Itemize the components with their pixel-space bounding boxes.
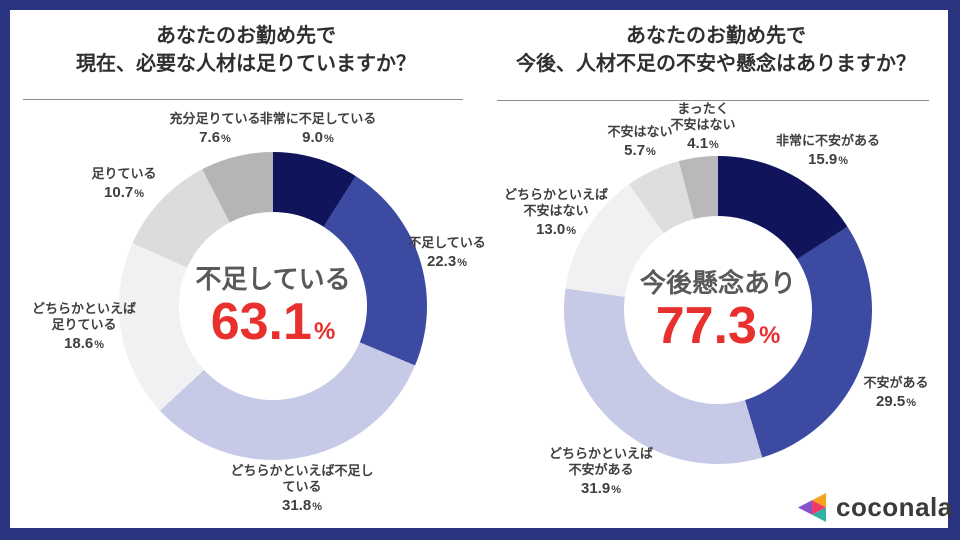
- chart-title-line2: 現在、必要な人材は足りていますか？: [76, 53, 416, 75]
- segment-unit: %: [611, 484, 621, 496]
- segment-value-row: 15.9%: [776, 150, 880, 171]
- segment-name: まったく: [677, 101, 729, 116]
- segment-name-line2: 不安はない: [523, 203, 589, 218]
- segment-unit: %: [94, 339, 104, 351]
- segment-value: 22.3: [427, 253, 457, 270]
- segment-value-row: 18.6%: [32, 334, 136, 355]
- center-unit: %: [313, 318, 336, 345]
- segment-value-row: 22.3%: [408, 252, 486, 273]
- title-divider: [23, 99, 463, 100]
- segment-value: 15.9: [808, 151, 838, 168]
- segment-value-row: 9.0%: [260, 128, 377, 149]
- donut-hole: [624, 216, 812, 404]
- center-label: 不足している: [195, 264, 351, 294]
- chart-title-line2: 今後、人材不足の不安や懸念はありますか？: [516, 53, 916, 75]
- segment-value: 4.1: [687, 135, 709, 152]
- center-label: 今後懸念あり: [639, 268, 796, 298]
- segment-label-somewhat-anxious: どちらかといえば 不安がある 31.9%: [549, 446, 653, 500]
- donut-chart-current: 不足している 63.1%: [119, 152, 427, 460]
- segment-label-very-short: 非常に不足している 9.0%: [260, 111, 377, 149]
- segment-name: 足りている: [91, 166, 157, 181]
- segment-unit: %: [457, 257, 467, 269]
- segment-value-row: 4.1%: [670, 134, 735, 155]
- segment-value-row: 31.9%: [549, 479, 653, 500]
- segment-label-enough: 足りている 10.7%: [91, 166, 156, 204]
- segment-value-row: 29.5%: [863, 392, 928, 413]
- segment-value-row: 10.7%: [91, 183, 156, 204]
- segment-unit: %: [312, 501, 322, 513]
- segment-name: 充分足りている: [169, 111, 261, 126]
- segment-unit: %: [221, 133, 231, 145]
- segment-label-somewhat-not-anxious: どちらかといえば 不安はない 13.0%: [504, 187, 608, 241]
- segment-name-line2: 足りている: [51, 317, 117, 332]
- segment-value-row: 5.7%: [607, 141, 672, 162]
- chart-title: あなたのお勤め先で 今後、人材不足の不安や懸念はありますか？: [516, 22, 916, 78]
- segment-name: 非常に不安がある: [775, 133, 881, 148]
- center-unit: %: [758, 322, 781, 349]
- segment-value: 31.8: [282, 497, 312, 514]
- segment-unit: %: [709, 139, 719, 151]
- center-value: 63.1: [210, 293, 312, 351]
- segment-name-line2: 不安がある: [568, 462, 634, 477]
- segment-label-short: 不足している 22.3%: [408, 235, 486, 273]
- segment-value: 5.7: [624, 142, 646, 159]
- segment-label-not-anxious-at-all: まったく 不安はない 4.1%: [670, 101, 735, 155]
- segment-value: 7.6: [199, 129, 221, 146]
- segment-label-somewhat-enough: どちらかといえば 足りている 18.6%: [32, 301, 136, 355]
- segment-value: 29.5: [876, 393, 906, 410]
- segment-value: 10.7: [104, 184, 134, 201]
- segment-unit: %: [906, 397, 916, 409]
- segment-value-row: 13.0%: [504, 220, 608, 241]
- segment-unit: %: [646, 146, 656, 158]
- segment-value-row: 7.6%: [169, 128, 260, 149]
- segment-name-line2: 不安はない: [670, 117, 736, 132]
- segment-name: 不足している: [408, 235, 486, 250]
- segment-name: 不安がある: [863, 375, 929, 390]
- segment-label-not-anxious: 不安はない 5.7%: [607, 124, 672, 162]
- donut-center-text: 今後懸念あり 77.3%: [564, 156, 872, 464]
- coconala-mark-icon: [797, 492, 827, 523]
- segment-name: 非常に不足している: [259, 111, 377, 126]
- title-divider: [497, 100, 929, 101]
- segment-label-somewhat-short: どちらかといえば不足し ている 31.8%: [230, 463, 373, 517]
- segment-label-anxious: 不安がある 29.5%: [863, 375, 928, 413]
- segment-unit: %: [134, 188, 144, 200]
- segment-value: 13.0: [536, 221, 566, 238]
- segment-value-row: 31.8%: [230, 496, 373, 517]
- segment-name-line2: ている: [282, 479, 322, 494]
- chart-title-line1: あなたのお勤め先で: [156, 25, 336, 47]
- segment-label-very-anxious: 非常に不安がある 15.9%: [776, 133, 880, 171]
- segment-name: どちらかといえば: [31, 301, 137, 316]
- segment-unit: %: [566, 225, 576, 237]
- segment-value: 18.6: [64, 335, 94, 352]
- donut-chart-future: 今後懸念あり 77.3%: [564, 156, 872, 464]
- segment-name: どちらかといえば不足し: [230, 463, 374, 478]
- segment-unit: %: [324, 133, 334, 145]
- center-value: 77.3: [655, 297, 757, 355]
- coconala-logo: coconala: [797, 491, 953, 524]
- center-value-row: 63.1%: [211, 296, 336, 348]
- segment-label-fully-enough: 充分足りている 7.6%: [169, 111, 260, 149]
- segment-value: 9.0: [302, 129, 324, 146]
- logo-text: coconala: [836, 492, 953, 522]
- segment-unit: %: [838, 155, 848, 167]
- segment-name: どちらかといえば: [548, 446, 654, 461]
- center-value-row: 77.3%: [656, 300, 781, 352]
- donut-hole: [179, 212, 367, 400]
- chart-title-line1: あなたのお勤め先で: [626, 25, 806, 47]
- donut-center-text: 不足している 63.1%: [119, 152, 427, 460]
- chart-title: あなたのお勤め先で 現在、必要な人材は足りていますか？: [76, 22, 416, 78]
- segment-name: 不安はない: [607, 124, 673, 139]
- segment-value: 31.9: [581, 480, 611, 497]
- segment-name: どちらかといえば: [503, 187, 609, 202]
